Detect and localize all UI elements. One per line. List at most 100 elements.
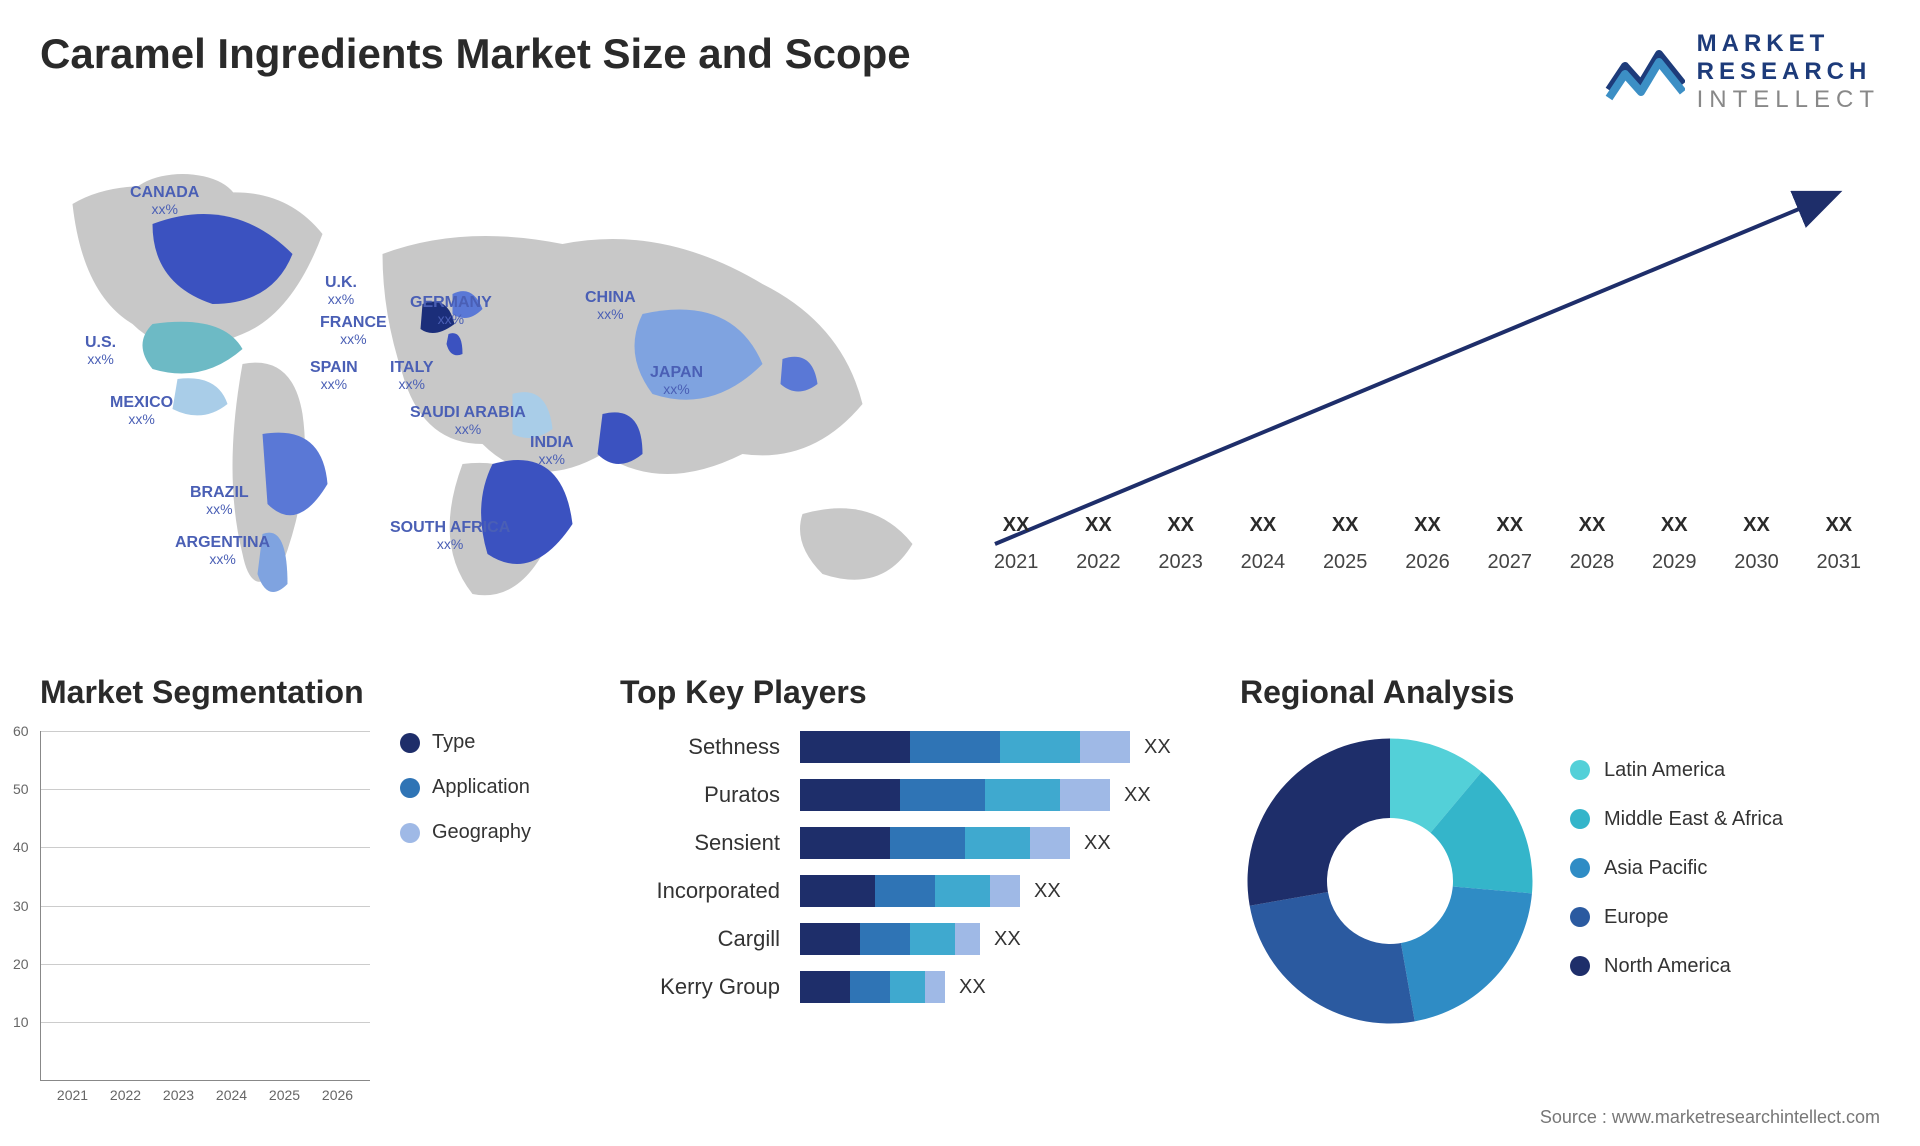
growth-bar-value: XX <box>1414 514 1441 537</box>
players-chart: SethnessXX PuratosXX SensientXX Incorporate… <box>620 731 1200 1003</box>
player-seg <box>800 971 850 1003</box>
growth-bar-2028: XX 2028 <box>1554 514 1630 574</box>
legend-dot-icon <box>400 733 420 753</box>
player-seg <box>990 875 1020 907</box>
seg-ytick: 50 <box>13 781 29 797</box>
player-seg <box>965 827 1030 859</box>
seg-year-label: 2022 <box>99 1087 152 1103</box>
player-seg <box>890 827 965 859</box>
growth-year-label: 2030 <box>1734 551 1779 574</box>
growth-bar-2027: XX2027 <box>1472 514 1548 574</box>
players-panel: Top Key Players SethnessXXPuratosXXSensi… <box>620 674 1200 1114</box>
world-map-panel: CANADAxx%U.S.xx%MEXICOxx%BRAZILxx%ARGENT… <box>40 134 945 634</box>
regional-legend-item: Europe <box>1570 906 1783 929</box>
player-value: XX <box>994 928 1021 951</box>
growth-year-label: 2022 <box>1076 551 1121 574</box>
player-bar <box>800 827 1070 859</box>
regional-legend: Latin AmericaMiddle East & AfricaAsia Pa… <box>1570 759 1783 1004</box>
growth-bar-2030: XX 2030 <box>1718 514 1794 574</box>
growth-bar-value: XX <box>1825 514 1852 537</box>
growth-bar-2026: XX2026 <box>1389 514 1465 574</box>
regional-legend-item: North America <box>1570 955 1783 978</box>
player-seg <box>1030 827 1070 859</box>
player-seg <box>925 971 945 1003</box>
header: Caramel Ingredients Market Size and Scop… <box>40 30 1880 114</box>
player-seg <box>800 731 910 763</box>
growth-bar-2031: XX 2031 <box>1801 514 1877 574</box>
player-name: Cargill <box>620 926 800 952</box>
seg-ytick: 60 <box>13 723 29 739</box>
map-label-u-k-: U.K.xx% <box>325 274 357 307</box>
growth-bars: XX2021XX2022XX2023XX2024XX2025XX2026XX20… <box>975 174 1880 574</box>
legend-dot-icon <box>1570 956 1590 976</box>
regional-donut-chart <box>1240 731 1540 1031</box>
map-label-germany: GERMANYxx% <box>410 294 492 327</box>
player-seg <box>850 971 890 1003</box>
player-value: XX <box>1034 880 1061 903</box>
regional-title: Regional Analysis <box>1240 674 1880 711</box>
player-seg <box>875 875 935 907</box>
player-row: PuratosXX <box>620 779 1200 811</box>
logo-line2: RESEARCH <box>1697 58 1880 86</box>
seg-ytick: 40 <box>13 839 29 855</box>
growth-bar-2022: XX 2022 <box>1060 514 1136 574</box>
map-label-u-s-: U.S.xx% <box>85 334 116 367</box>
growth-year-label: 2021 <box>994 551 1039 574</box>
donut-slice <box>1401 886 1532 1021</box>
seg-legend-item: Type <box>400 731 531 754</box>
regional-legend-label: Middle East & Africa <box>1604 808 1783 831</box>
seg-legend-label: Application <box>432 776 530 799</box>
player-seg <box>800 875 875 907</box>
growth-year-label: 2031 <box>1817 551 1862 574</box>
legend-dot-icon <box>1570 809 1590 829</box>
growth-bar-value: XX <box>1743 514 1770 537</box>
growth-bar-value: XX <box>1085 514 1112 537</box>
player-value: XX <box>959 976 986 999</box>
player-seg <box>985 779 1060 811</box>
player-row: SensientXX <box>620 827 1200 859</box>
player-seg <box>890 971 925 1003</box>
segmentation-panel: Market Segmentation 102030405060 2021202… <box>40 674 580 1114</box>
map-label-india: INDIAxx% <box>530 434 574 467</box>
logo-mark-icon <box>1605 40 1685 104</box>
segmentation-title: Market Segmentation <box>40 674 580 711</box>
donut-slice <box>1250 892 1415 1024</box>
seg-year-label: 2021 <box>46 1087 99 1103</box>
map-label-japan: JAPANxx% <box>650 364 703 397</box>
legend-dot-icon <box>1570 858 1590 878</box>
seg-year-label: 2026 <box>311 1087 364 1103</box>
regional-legend-item: Asia Pacific <box>1570 857 1783 880</box>
map-label-france: FRANCExx% <box>320 314 387 347</box>
growth-bar-2021: XX2021 <box>978 514 1054 574</box>
page-title: Caramel Ingredients Market Size and Scop… <box>40 30 911 78</box>
player-seg <box>1080 731 1130 763</box>
growth-bar-value: XX <box>1332 514 1359 537</box>
legend-dot-icon <box>1570 760 1590 780</box>
player-seg <box>800 779 900 811</box>
seg-ytick: 20 <box>13 956 29 972</box>
map-label-italy: ITALYxx% <box>390 359 434 392</box>
map-label-brazil: BRAZILxx% <box>190 484 249 517</box>
player-row: SethnessXX <box>620 731 1200 763</box>
legend-dot-icon <box>1570 907 1590 927</box>
map-label-argentina: ARGENTINAxx% <box>175 534 270 567</box>
seg-legend-label: Geography <box>432 821 531 844</box>
growth-year-label: 2027 <box>1487 551 1532 574</box>
seg-ytick: 10 <box>13 1014 29 1030</box>
growth-year-label: 2024 <box>1241 551 1286 574</box>
map-label-saudi-arabia: SAUDI ARABIAxx% <box>410 404 526 437</box>
regional-legend-label: North America <box>1604 955 1731 978</box>
seg-legend-item: Geography <box>400 821 531 844</box>
growth-year-label: 2028 <box>1570 551 1615 574</box>
map-label-mexico: MEXICOxx% <box>110 394 173 427</box>
player-row: Cargill XX <box>620 923 1200 955</box>
growth-chart-panel: XX2021XX2022XX2023XX2024XX2025XX2026XX20… <box>975 134 1880 634</box>
player-value: XX <box>1124 784 1151 807</box>
source-attribution: Source : www.marketresearchintellect.com <box>1540 1107 1880 1128</box>
legend-dot-icon <box>400 823 420 843</box>
player-bar <box>800 923 980 955</box>
regional-legend-label: Europe <box>1604 906 1669 929</box>
player-name: Incorporated <box>620 878 800 904</box>
growth-bar-value: XX <box>1579 514 1606 537</box>
logo-line3: INTELLECT <box>1697 86 1880 114</box>
